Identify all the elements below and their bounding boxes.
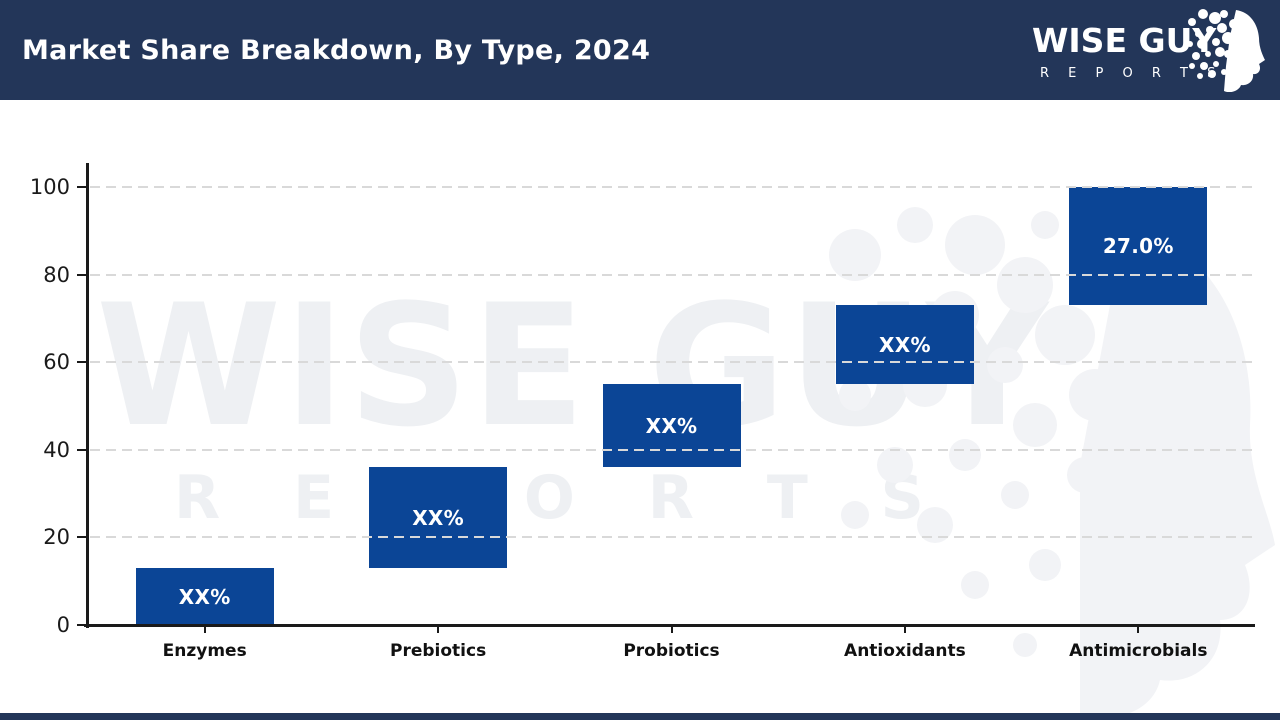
y-tick-mark (77, 186, 86, 188)
x-tick-mark (1137, 625, 1140, 633)
y-tick-mark (77, 448, 86, 451)
gridline (90, 536, 1253, 539)
bar: XX% (135, 568, 274, 625)
y-axis: 0 20 40 60 80 100 (0, 163, 86, 637)
gridline (90, 448, 1253, 451)
header-bar: Market Share Breakdown, By Type, 2024 WI… (0, 0, 1280, 100)
gridline (90, 273, 1253, 276)
bar: XX% (835, 305, 974, 385)
x-tick-label: Antimicrobials (1069, 641, 1208, 661)
logo-face-dots-icon (1187, 9, 1265, 93)
x-tick-mark (670, 625, 673, 633)
y-tick-label: 80 (43, 262, 70, 287)
y-axis-spine (86, 163, 89, 628)
bar: 27.0% (1069, 187, 1208, 306)
bar-value-label: XX% (879, 332, 931, 357)
bar-value-label: XX% (645, 413, 698, 438)
x-tick-mark (203, 625, 206, 633)
y-tick-mark (77, 536, 86, 539)
x-tick-label: Prebiotics (389, 641, 487, 661)
y-tick-label: 0 (56, 613, 70, 637)
bar: XX% (602, 384, 741, 468)
y-tick-label: 40 (43, 437, 70, 462)
y-tick-mark (77, 361, 86, 364)
bar-value-label: XX% (178, 584, 231, 609)
x-tick-mark (437, 625, 440, 633)
x-tick-mark (903, 625, 906, 633)
y-tick-mark (77, 624, 86, 626)
logo-subtext: R E P O R T S (1040, 66, 1223, 81)
bar-value-label: XX% (412, 505, 464, 530)
x-axis-spine (84, 624, 1255, 627)
gridline (90, 361, 1253, 364)
y-tick-mark (77, 273, 86, 276)
footer-bar (0, 713, 1280, 720)
plot-area: XX% Enzymes XX% Prebiotics XX% Probiotics XX% A… (84, 163, 1255, 661)
gridline (90, 186, 1253, 188)
bar-value-label: 27.0% (1102, 234, 1174, 259)
bar: XX% (369, 467, 508, 569)
wiseguy-logo-graphic: WISE GUY R E P O R T S (1032, 9, 1265, 93)
wiseguy-logo: WISE GUY R E P O R T S (1014, 6, 1266, 93)
x-tick-label: Probiotics (623, 641, 720, 661)
y-tick-label: 100 (29, 175, 70, 199)
page-title: Market Share Breakdown, By Type, 2024 (22, 34, 651, 66)
y-tick-label: 60 (43, 350, 70, 375)
y-tick-label: 20 (43, 525, 70, 550)
logo-wordmark: WISE GUY (1032, 21, 1217, 60)
x-tick-label: Enzymes (162, 641, 247, 661)
x-tick-label: Antioxidants (844, 641, 966, 661)
